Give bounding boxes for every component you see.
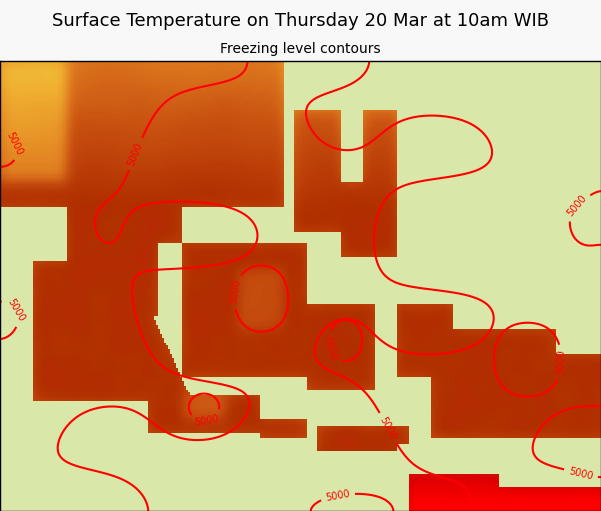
Text: 5000: 5000 <box>4 130 24 157</box>
Text: 5000: 5000 <box>322 335 339 362</box>
Text: 5000: 5000 <box>126 141 145 167</box>
Text: 5000: 5000 <box>377 415 398 442</box>
Text: Surface Temperature on Thursday 20 Mar at 10am WIB: Surface Temperature on Thursday 20 Mar a… <box>52 12 549 31</box>
Text: 5000: 5000 <box>194 413 220 428</box>
Text: 5000: 5000 <box>568 466 594 481</box>
Text: 5000: 5000 <box>228 278 242 305</box>
Text: 5000: 5000 <box>565 193 588 219</box>
Text: Freezing level contours: Freezing level contours <box>220 42 381 56</box>
Text: 5000: 5000 <box>325 489 351 503</box>
Text: 5000: 5000 <box>5 297 26 323</box>
Text: 5000: 5000 <box>556 350 567 375</box>
